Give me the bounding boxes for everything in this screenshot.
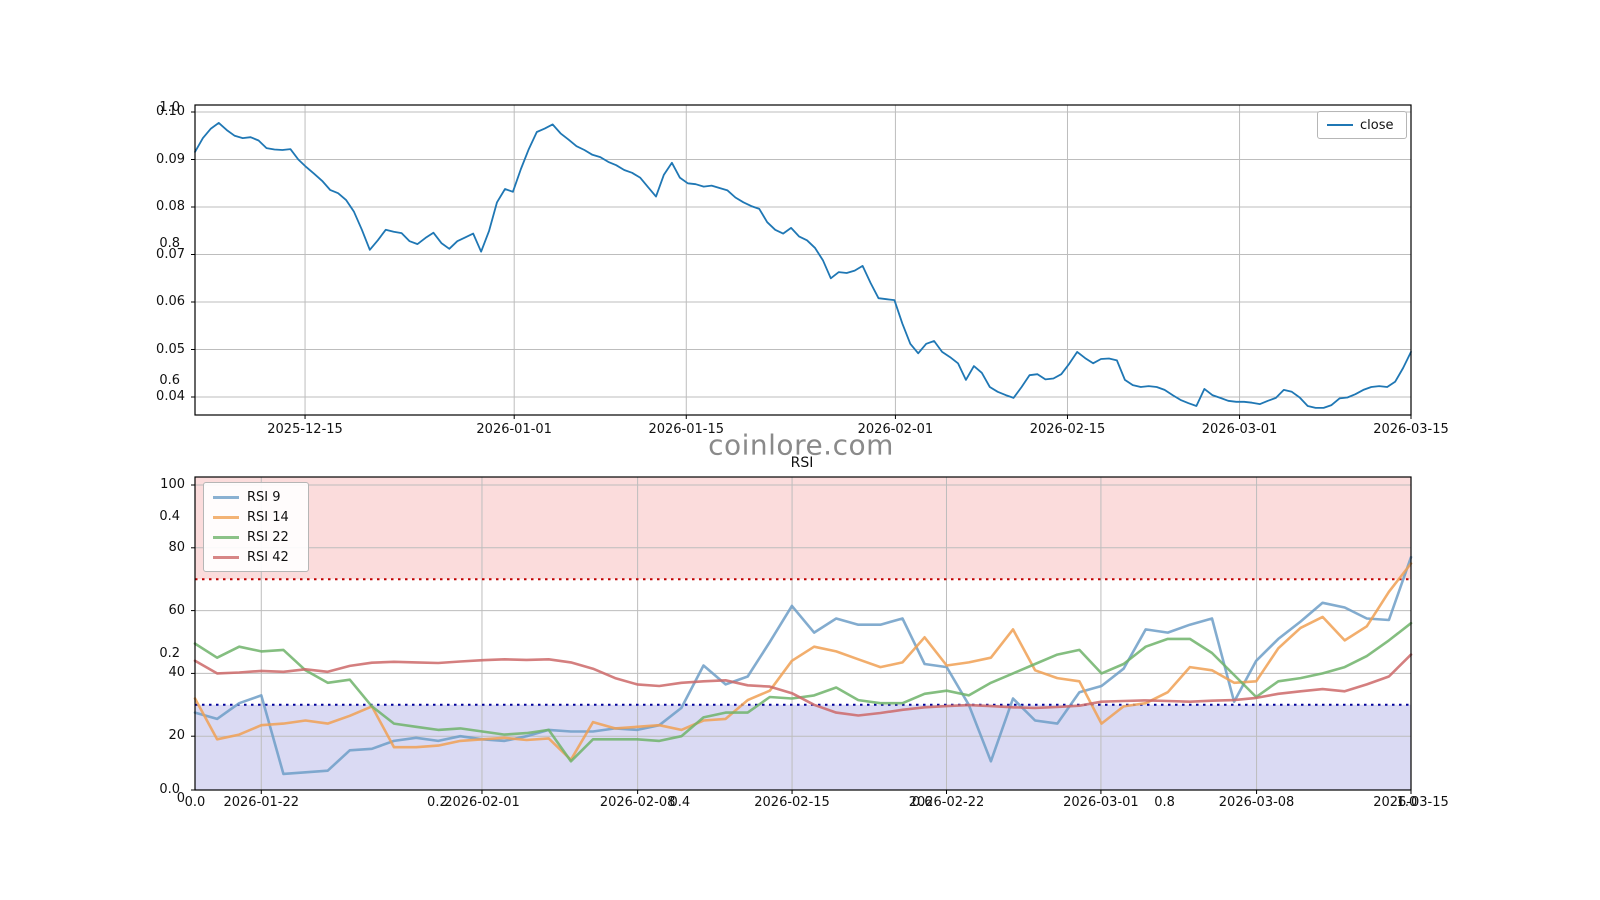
phantom-y-tick-label: 0.8 [159,236,180,252]
phantom-x-tick-label: 0.2 [427,795,448,810]
phantom-x-tick-label: 0.4 [669,795,691,810]
rsi-legend: RSI 9 RSI 14 RSI 22 RSI 42 [203,482,309,572]
phantom-x-tick-label: 0.0 [184,795,206,810]
phantom-y-tick-label: 0.6 [159,372,180,388]
rsi-line-rsi-14 [193,562,1413,762]
axes-spines [194,104,1412,416]
price-y-tick-label: 0.04 [156,389,185,404]
rsi-x-tick-label: 2026-02-15 [754,795,830,810]
rsi9-line-sample-icon [213,495,239,499]
rsi-y-tick-label: 0 [176,791,185,806]
price-x-tick-label: 2026-03-15 [1373,422,1449,437]
close-line [194,122,1412,409]
rsi-x-tick-label: 2026-03-01 [1063,795,1139,810]
rsi-y-tick-label: 100 [160,477,185,492]
price-y-tick-label: 0.08 [156,199,185,214]
phantom-y-tick-label: 0.4 [159,509,180,525]
price-x-tick-label: 2026-01-01 [476,422,552,437]
rsi-y-tick-label: 40 [168,665,185,681]
legend-label-rsi9: RSI 9 [247,489,281,505]
legend-label-close: close [1360,117,1394,133]
overbought-band [195,477,1411,580]
rsi-x-tick-label: 2026-02-08 [599,795,676,810]
rsi42-line-sample-icon [213,555,239,559]
price-y-tick-label: 0.09 [156,151,185,167]
phantom-x-tick-label: 0.8 [1154,795,1175,810]
rsi22-line-sample-icon [213,535,239,539]
rsi14-line-sample-icon [213,515,239,519]
watermark: coinlore.com [708,428,894,462]
price-x-tick-label: 2026-01-15 [648,422,725,437]
rsi-line-rsi-42 [193,653,1413,717]
price-y-tick-label: 0.05 [156,341,185,357]
price-x-tick-label: 2025-12-15 [267,422,343,437]
price-x-tick-label: 2026-02-15 [1029,422,1106,437]
legend-item-rsi22: RSI 22 [204,527,308,547]
phantom-x-tick-label: 1.0 [1396,795,1418,810]
rsi-x-tick-label: 2026-03-15 [1373,795,1449,810]
legend-item-rsi42: RSI 42 [204,547,308,567]
rsi-x-tick-label: 2026-02-22 [908,795,985,810]
legend-label-rsi22: RSI 22 [247,529,289,545]
rsi-y-tick-label: 20 [168,728,185,744]
price-x-tick-label: 2026-02-01 [857,422,934,437]
rsi-x-tick-label: 2026-01-22 [223,795,300,810]
rsi-x-tick-label: 2026-03-08 [1218,795,1295,810]
price-y-tick-label: 0.07 [156,246,185,262]
phantom-x-tick-label: 0.6 [911,795,933,810]
phantom-y-tick-label: 0.0 [159,782,180,797]
legend-label-rsi42: RSI 42 [247,549,289,565]
rsi-chart-title: RSI [790,455,814,471]
legend-item-rsi9: RSI 9 [204,487,308,507]
price-y-tick-label: 0.06 [156,294,185,309]
close-line-sample-icon [1327,124,1353,126]
phantom-y-tick-label: 0.2 [159,645,180,661]
rsi-line-rsi-9 [193,555,1413,776]
axes-spines [194,476,1412,791]
price-y-tick-label: 0.10 [156,104,185,119]
rsi-x-tick-label: 2026-02-01 [444,795,520,810]
phantom-y-tick-label: 1.0 [159,100,180,115]
rsi-line-rsi-22 [193,621,1413,763]
rsi-y-tick-label: 80 [168,539,185,555]
price-legend: close [1317,111,1407,139]
rsi-y-tick-label: 60 [168,602,185,618]
price-x-tick-label: 2026-03-01 [1201,422,1278,437]
legend-label-rsi14: RSI 14 [247,509,289,525]
legend-item-rsi14: RSI 14 [204,507,308,527]
